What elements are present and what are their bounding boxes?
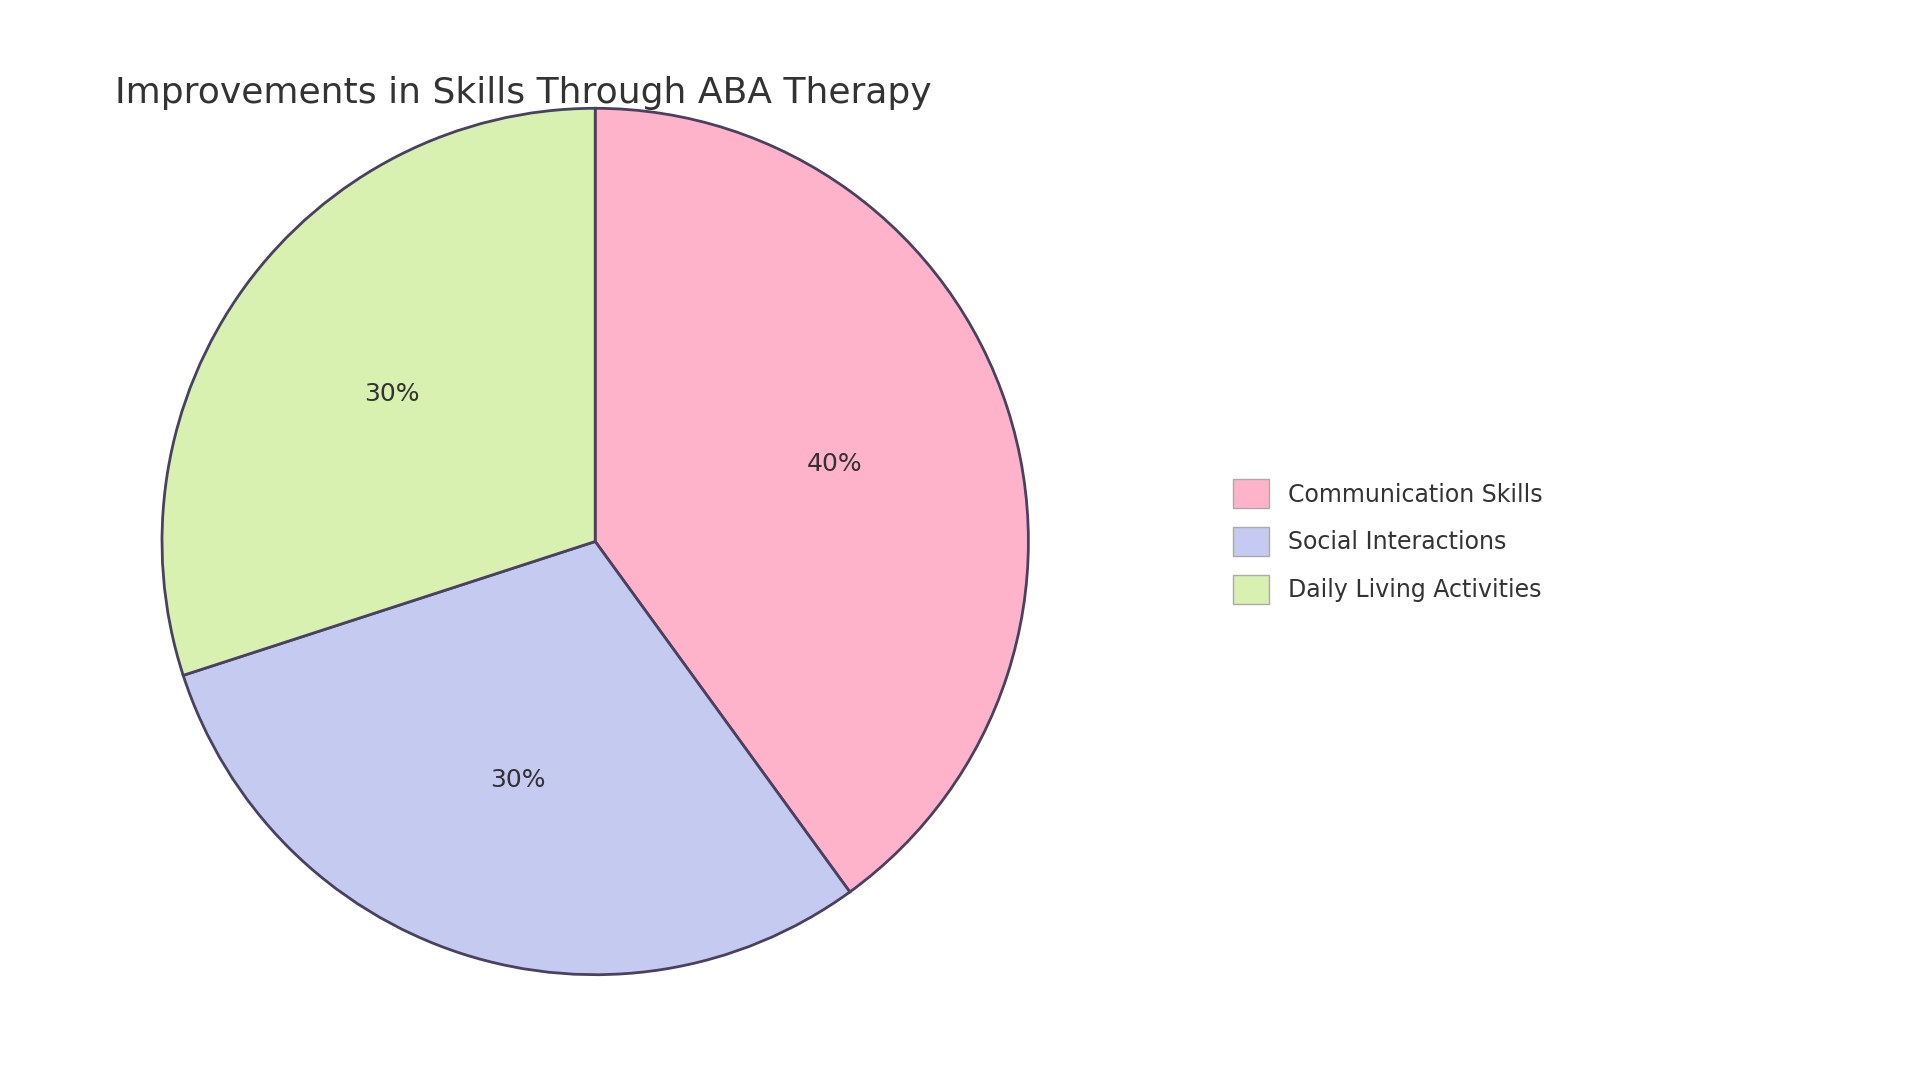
Text: 30%: 30% [490,769,545,793]
Legend: Communication Skills, Social Interactions, Daily Living Activities: Communication Skills, Social Interaction… [1221,468,1553,615]
Text: 30%: 30% [365,382,420,406]
Wedge shape [161,108,595,676]
Text: Improvements in Skills Through ABA Therapy: Improvements in Skills Through ABA Thera… [115,76,931,109]
Text: 40%: 40% [806,452,862,475]
Wedge shape [182,542,851,975]
Wedge shape [595,108,1029,892]
